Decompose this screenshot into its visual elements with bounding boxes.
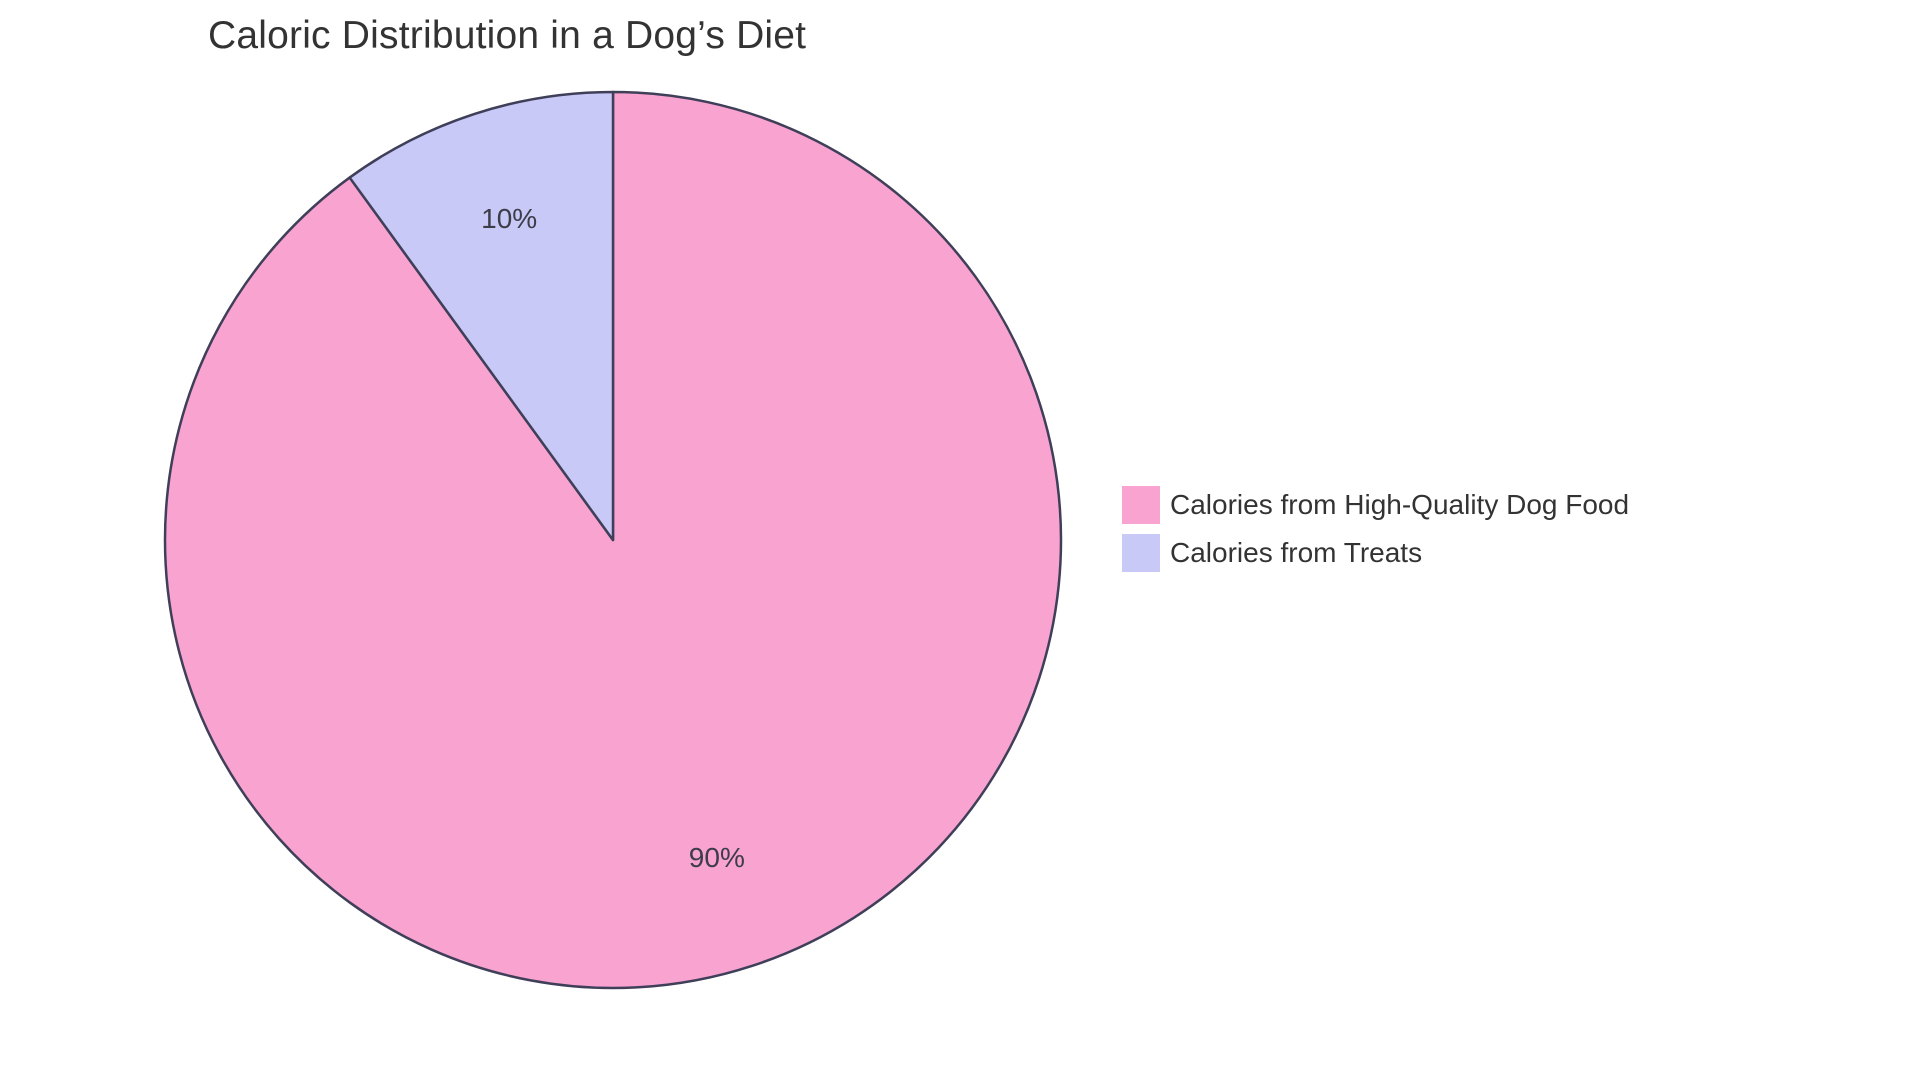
legend-label-treats: Calories from Treats [1170, 537, 1423, 568]
legend-swatch-dog-food [1122, 486, 1160, 524]
chart-title: Caloric Distribution in a Dog’s Diet [208, 14, 807, 57]
pie-slice-label-0: 90% [689, 842, 745, 873]
legend-item-treats: Calories from Treats [1122, 534, 1629, 572]
pie-slice-1 [348, 90, 615, 542]
legend-swatch-treats [1122, 534, 1160, 572]
pie-slice-label-1: 10% [481, 203, 537, 234]
legend-item-dog-food: Calories from High-Quality Dog Food [1122, 486, 1629, 524]
legend-label-dog-food: Calories from High-Quality Dog Food [1170, 489, 1630, 520]
legend: Calories from High-Quality Dog Food Calo… [1122, 486, 1629, 572]
